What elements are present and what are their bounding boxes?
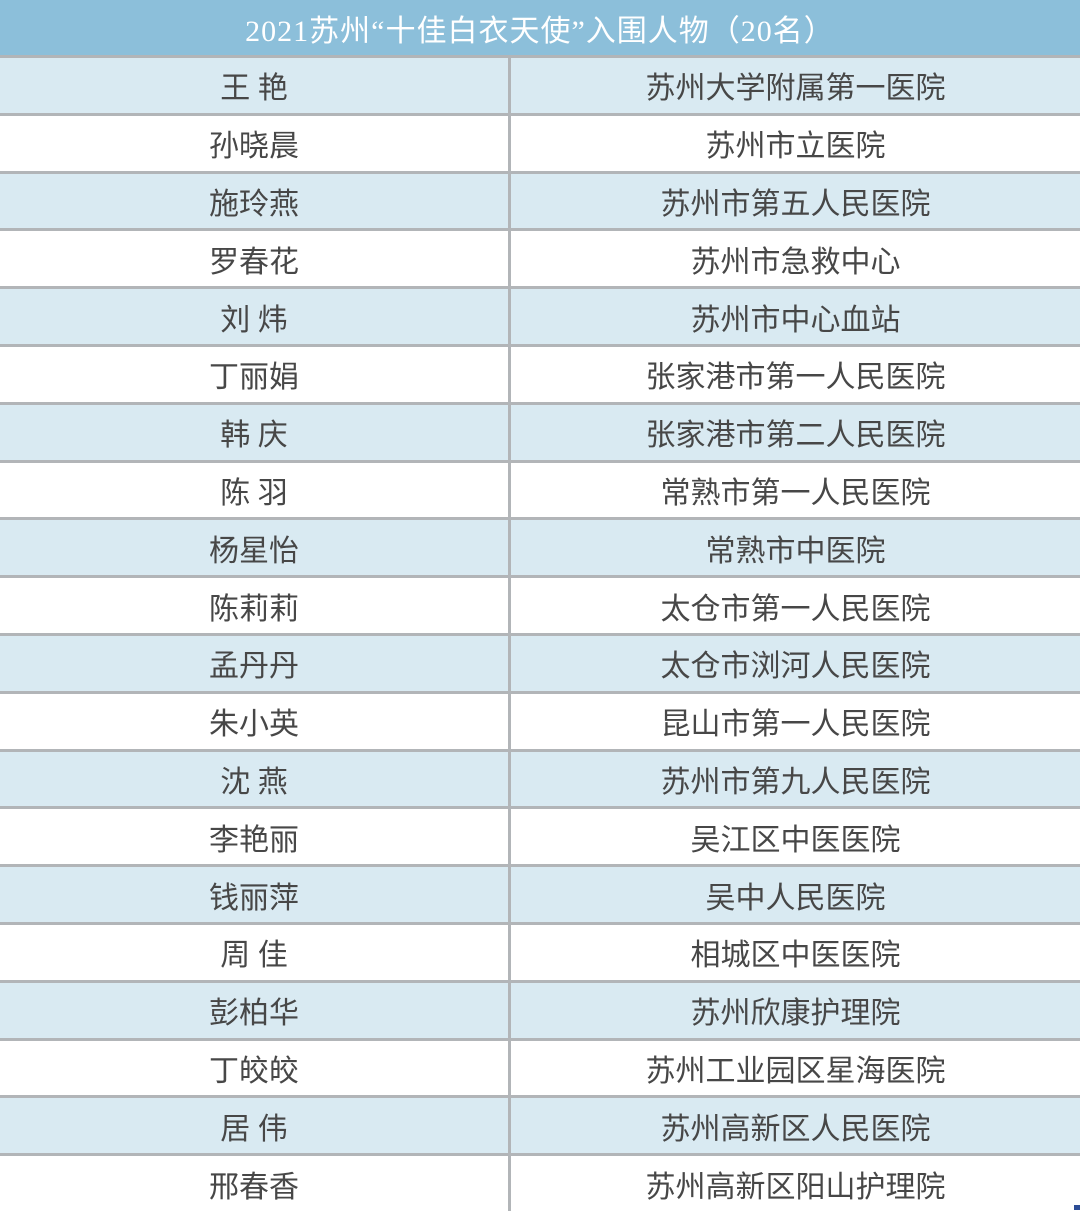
table-row: 彭柏华 苏州欣康护理院 bbox=[0, 979, 1080, 1038]
table-row: 孟丹丹 太仓市浏河人民医院 bbox=[0, 632, 1080, 691]
name-cell: 陈莉莉 bbox=[0, 578, 511, 633]
table-row: 丁皎皎 苏州工业园区星海医院 bbox=[0, 1037, 1080, 1096]
name-cell: 王 艳 bbox=[0, 58, 511, 113]
hospital-cell: 吴中人民医院 bbox=[705, 881, 886, 915]
hospital-cell: 吴江区中医医院 bbox=[690, 823, 901, 857]
name-cell: 李艳丽 bbox=[0, 809, 511, 865]
table-row: 居 伟 苏州高新区人民医院 bbox=[0, 1095, 1080, 1154]
table-row: 陈 羽 常熟市第一人民医院 bbox=[0, 459, 1080, 518]
table-row: 刘 炜 苏州市中心血站 bbox=[0, 286, 1080, 344]
name-cell: 韩 庆 bbox=[0, 404, 511, 460]
table-row: 李艳丽 吴江区中医医院 bbox=[0, 806, 1080, 865]
name-cell: 沈 燕 bbox=[0, 751, 511, 807]
hospital-cell: 太仓市第一人民医院 bbox=[660, 592, 931, 626]
name-cell: 杨星怡 bbox=[0, 520, 511, 576]
name-cell: 孟丹丹 bbox=[0, 635, 511, 691]
table-row: 王 艳 苏州大学附属第一医院 bbox=[0, 55, 1080, 113]
hospital-cell: 苏州大学附属第一医院 bbox=[645, 72, 946, 106]
table-row: 罗春花 苏州市急救中心 bbox=[0, 228, 1080, 287]
table-row: 韩 庆 张家港市第二人民医院 bbox=[0, 401, 1080, 460]
hospital-cell: 太仓市浏河人民医院 bbox=[660, 650, 931, 684]
name-cell: 钱丽萍 bbox=[0, 867, 511, 922]
table-row: 邢春香 苏州高新区阳山护理院 bbox=[0, 1153, 1080, 1211]
hospital-cell: 相城区中医医院 bbox=[690, 939, 901, 973]
table-row: 孙晓晨 苏州市立医院 bbox=[0, 112, 1080, 171]
table-row: 周 佳 相城区中医医院 bbox=[0, 921, 1080, 980]
table-row: 施玲燕 苏州市第五人民医院 bbox=[0, 170, 1080, 229]
name-cell: 孙晓晨 bbox=[0, 115, 511, 171]
name-cell: 施玲燕 bbox=[0, 173, 511, 229]
hospital-cell: 苏州市中心血站 bbox=[690, 303, 901, 337]
table-body: 王 艳苏州大学附属第一医院 孙晓晨 苏州市立医院 施玲燕 苏州市第五人民医院 罗春花 苏州市… bbox=[0, 55, 1080, 1211]
name-cell: 居 伟 bbox=[0, 1098, 511, 1154]
hospital-cell: 常熟市第一人民医院 bbox=[660, 476, 931, 510]
name-cell: 罗春花 bbox=[0, 231, 511, 287]
table-row: 杨星怡 常熟市中医院 bbox=[0, 517, 1080, 576]
hospital-cell: 苏州高新区阳山护理院 bbox=[645, 1170, 946, 1204]
hospital-cell: 苏州市第九人民医院 bbox=[660, 765, 931, 799]
name-cell: 丁丽娟 bbox=[0, 346, 511, 402]
name-cell: 刘 炜 bbox=[0, 289, 511, 344]
table-row: 沈 燕 苏州市第九人民医院 bbox=[0, 748, 1080, 807]
name-cell: 周 佳 bbox=[0, 924, 511, 980]
hospital-cell: 苏州市急救中心 bbox=[690, 245, 901, 279]
table-row: 丁丽娟 张家港市第一人民医院 bbox=[0, 343, 1080, 402]
hospital-cell: 苏州工业园区星海医院 bbox=[645, 1054, 946, 1088]
name-cell: 邢春香 bbox=[0, 1156, 511, 1211]
hospital-cell: 张家港市第二人民医院 bbox=[645, 419, 946, 453]
hospital-cell: 苏州高新区人民医院 bbox=[660, 1112, 931, 1146]
table-row: 钱丽萍 吴中人民医院 bbox=[0, 864, 1080, 922]
hospital-cell: 苏州市立医院 bbox=[705, 130, 886, 164]
name-cell: 丁皎皎 bbox=[0, 1040, 511, 1096]
hospital-cell: 苏州市第五人民医院 bbox=[660, 187, 931, 221]
name-cell: 朱小英 bbox=[0, 693, 511, 749]
hospital-cell: 张家港市第一人民医院 bbox=[645, 361, 946, 395]
corner-artifact bbox=[1074, 1205, 1080, 1210]
hospital-cell: 苏州欣康护理院 bbox=[690, 997, 901, 1031]
name-cell: 陈 羽 bbox=[0, 462, 511, 518]
table-row: 陈莉莉 太仓市第一人民医院 bbox=[0, 575, 1080, 633]
hospital-cell: 常熟市中医院 bbox=[705, 534, 886, 568]
name-cell: 彭柏华 bbox=[0, 982, 511, 1038]
table-title: 2021苏州“十佳白衣天使”入围人物（20名） bbox=[0, 0, 1080, 55]
table-row: 朱小英 昆山市第一人民医院 bbox=[0, 690, 1080, 749]
hospital-cell: 昆山市第一人民医院 bbox=[660, 708, 931, 742]
